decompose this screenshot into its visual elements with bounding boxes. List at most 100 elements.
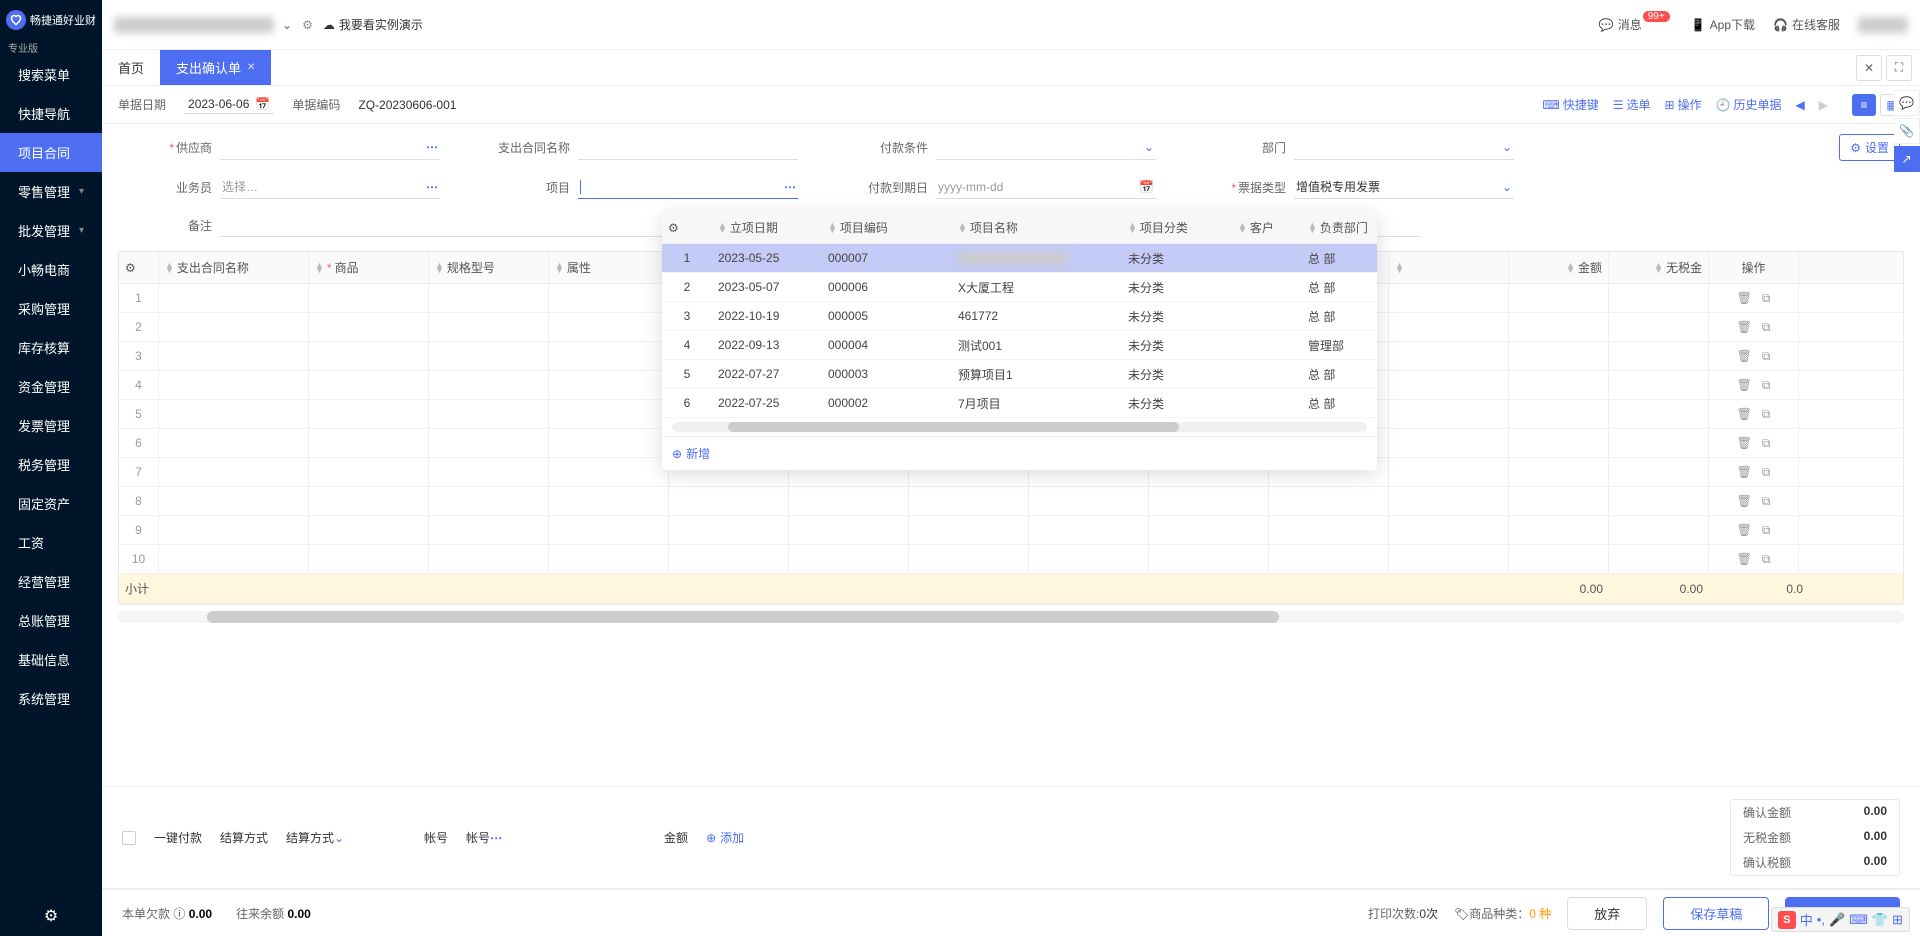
copy-icon[interactable]: ⧉ (1762, 320, 1771, 335)
org-selector[interactable]: hidden ⌄ (114, 17, 292, 33)
dropdown-row[interactable]: 52022-07-27000003预算项目1未分类总 部 (662, 360, 1377, 389)
sidebar-item[interactable]: 经营管理 (0, 562, 102, 601)
delete-icon[interactable]: 🗑 (1737, 407, 1752, 421)
grid-gear[interactable]: ⚙ (119, 252, 159, 283)
rail-attach[interactable]: 📎 (1894, 118, 1920, 144)
shortcut-link[interactable]: ⌨快捷键 (1542, 96, 1598, 113)
rail-expand[interactable]: ↗ (1894, 146, 1920, 172)
sidebar-item[interactable]: 零售管理▾ (0, 172, 102, 211)
table-row[interactable]: 8🗑⧉ (119, 487, 1903, 516)
info-icon[interactable]: ⓘ (173, 907, 185, 921)
grid-hscroll[interactable] (118, 611, 1904, 623)
tab-close-all[interactable]: ✕ (1856, 55, 1882, 81)
tab-current[interactable]: 支出确认单 ✕ (160, 50, 271, 85)
sidebar-item[interactable]: 批发管理▾ (0, 211, 102, 250)
ops-link[interactable]: ⊞操作 (1664, 96, 1701, 113)
sidebar-item[interactable]: 资金管理 (0, 367, 102, 406)
due-date-input[interactable]: yyyy-mm-dd📅 (936, 175, 1156, 199)
message-link[interactable]: 💬 消息 99+ (1599, 16, 1673, 33)
dropdown-row[interactable]: 42022-09-13000004测试001未分类管理部 (662, 331, 1377, 360)
dropdown-row[interactable]: 32022-10-19000005461772未分类总 部 (662, 302, 1377, 331)
copy-icon[interactable]: ⧉ (1762, 465, 1771, 480)
popup-hscroll[interactable] (672, 422, 1367, 432)
ellipsis-icon[interactable]: ⋯ (490, 831, 502, 845)
ellipsis-icon[interactable]: ⋯ (426, 140, 438, 154)
sidebar-item[interactable]: 项目合同 (0, 133, 102, 172)
discard-button[interactable]: 放弃 (1567, 897, 1647, 930)
ellipsis-icon[interactable]: ⋯ (426, 180, 438, 194)
dropdown-row[interactable]: 12023-05-25000007x未分类总 部 (662, 244, 1377, 273)
tab-expand[interactable]: ⛶ (1886, 55, 1912, 81)
settle-method-select[interactable]: 结算方式⌄ (286, 829, 406, 846)
user-avatar[interactable]: user (1858, 17, 1908, 33)
gear-icon[interactable]: ⚙ (302, 18, 313, 32)
sidebar-item[interactable]: 采购管理 (0, 289, 102, 328)
delete-icon[interactable]: 🗑 (1737, 523, 1752, 537)
copy-icon[interactable]: ⧉ (1762, 494, 1771, 509)
salesman-input[interactable]: 选择…⋯ (220, 175, 440, 199)
service-link[interactable]: 🎧 在线客服 (1773, 16, 1840, 33)
sidebar-item[interactable]: 基础信息 (0, 640, 102, 679)
table-row[interactable]: 9🗑⧉ (119, 516, 1903, 545)
copy-icon[interactable]: ⧉ (1762, 349, 1771, 364)
delete-icon[interactable]: 🗑 (1737, 320, 1752, 334)
demo-link[interactable]: ☁ 我要看实例演示 (323, 16, 423, 33)
supplier-input[interactable]: ⋯ (220, 136, 440, 160)
sidebar-item[interactable]: 小畅电商 (0, 250, 102, 289)
sidebar-settings[interactable]: ⚙ (0, 896, 102, 936)
project-input[interactable]: ⋯ (578, 175, 798, 199)
doc-date-input[interactable]: 2023-06-06 📅 (184, 95, 274, 114)
view-list[interactable]: ≡ (1852, 94, 1876, 116)
app-download-link[interactable]: 📱 App下载 (1691, 16, 1755, 33)
ime-bar[interactable]: S 中 •, 🎤 ⌨ 👕 ⊞ (1771, 907, 1910, 932)
delete-icon[interactable]: 🗑 (1737, 378, 1752, 392)
settings-button[interactable]: ⚙设置 (1839, 134, 1900, 161)
ellipsis-icon[interactable]: ⋯ (784, 180, 796, 194)
sidebar-item[interactable]: 系统管理 (0, 679, 102, 718)
prev-icon[interactable]: ◀ (1796, 98, 1805, 112)
copy-icon[interactable]: ⧉ (1762, 291, 1771, 306)
footer-bar: 本单欠款 ⓘ 0.00 往来余额 0.00 打印次数:0次 🏷商品种类：0 种 … (102, 888, 1920, 936)
copy-icon[interactable]: ⧉ (1762, 523, 1771, 538)
sidebar-item[interactable]: 发票管理 (0, 406, 102, 445)
popup-add-link[interactable]: ⊕新增 (672, 445, 710, 462)
save-draft-button[interactable]: 保存草稿 (1663, 897, 1769, 930)
pay-terms-select[interactable]: ⌄ (936, 136, 1156, 160)
copy-icon[interactable]: ⧉ (1762, 436, 1771, 451)
dropdown-row[interactable]: 22023-05-07000006X大厦工程未分类总 部 (662, 273, 1377, 302)
delete-icon[interactable]: 🗑 (1737, 494, 1752, 508)
sidebar-item[interactable]: 固定资产 (0, 484, 102, 523)
history-link[interactable]: 🕘历史单据 (1716, 96, 1782, 113)
delete-icon[interactable]: 🗑 (1737, 291, 1752, 305)
copy-icon[interactable]: ⧉ (1762, 552, 1771, 567)
close-icon[interactable]: ✕ (247, 62, 255, 73)
copy-icon[interactable]: ⧉ (1762, 407, 1771, 422)
sidebar-item[interactable]: 快捷导航 (0, 94, 102, 133)
sidebar-item[interactable]: 搜索菜单 (0, 55, 102, 94)
tab-home[interactable]: 首页 (102, 50, 160, 85)
dept-select[interactable]: ⌄ (1294, 136, 1514, 160)
rail-msg[interactable]: 💬 (1894, 90, 1920, 116)
onekey-checkbox[interactable] (122, 831, 136, 845)
delete-icon[interactable]: 🗑 (1737, 436, 1752, 450)
invoice-type-select[interactable]: 增值税专用发票⌄ (1294, 175, 1514, 199)
copy-icon[interactable]: ⧉ (1762, 378, 1771, 393)
doclist-link[interactable]: ☰选单 (1613, 96, 1651, 113)
popup-gear[interactable]: ⚙ (662, 212, 712, 243)
sidebar-item[interactable]: 总账管理 (0, 601, 102, 640)
badge: 99+ (1643, 11, 1670, 22)
sidebar-item[interactable]: 工资 (0, 523, 102, 562)
sidebar-item[interactable]: 库存核算 (0, 328, 102, 367)
account-input[interactable]: 帐号⋯ (466, 829, 606, 846)
sidebar-item[interactable]: 税务管理 (0, 445, 102, 484)
dropdown-row[interactable]: 62022-07-250000027月项目未分类总 部 (662, 389, 1377, 418)
next-icon[interactable]: ▶ (1819, 98, 1828, 112)
delete-icon[interactable]: 🗑 (1737, 349, 1752, 363)
ime-logo-icon: S (1778, 911, 1796, 929)
contract-name-input[interactable] (578, 136, 798, 160)
table-row[interactable]: 10🗑⧉ (119, 545, 1903, 574)
delete-icon[interactable]: 🗑 (1737, 465, 1752, 479)
add-settlement-link[interactable]: ⊕添加 (706, 829, 744, 846)
delete-icon[interactable]: 🗑 (1737, 552, 1752, 566)
history-icon: 🕘 (1716, 98, 1731, 112)
